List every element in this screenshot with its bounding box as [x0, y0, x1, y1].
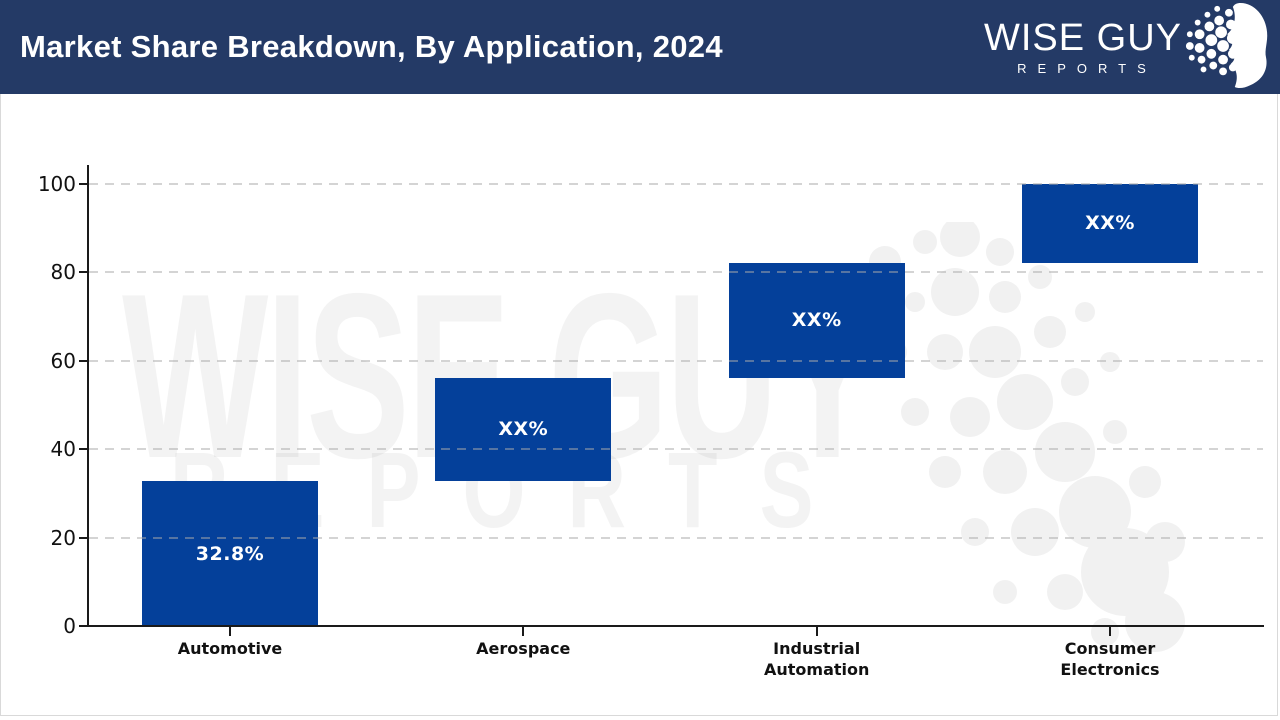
y-axis-tick [79, 448, 87, 451]
category-label: Industrial Automation [763, 639, 870, 679]
y-axis-tick-label: 20 [50, 525, 76, 550]
y-axis-tick [79, 536, 87, 539]
gridline [89, 536, 1263, 539]
header-bar: Market Share Breakdown, By Application, … [0, 0, 1280, 94]
bar-segment [1022, 184, 1198, 263]
bar-value-label: 32.8% [195, 542, 265, 565]
y-axis-tick [79, 271, 87, 274]
chart-title: Market Share Breakdown, By Application, … [20, 29, 723, 64]
logo-name-bottom: REPORTS [1017, 60, 1157, 76]
x-axis-line [87, 625, 1264, 627]
y-axis-tick-label: 40 [50, 437, 76, 462]
category-label: Aerospace [476, 639, 571, 658]
bar-segment [142, 481, 318, 626]
gridline [89, 271, 1263, 274]
category-label: Consumer Electronics [1060, 639, 1160, 679]
x-axis-tick [1109, 627, 1111, 636]
y-axis-tick-label: 0 [63, 614, 76, 638]
bar-segment [728, 262, 905, 378]
y-axis-tick [79, 359, 87, 362]
bar-segment [435, 377, 612, 482]
y-axis-line [87, 165, 89, 627]
x-axis-tick [522, 627, 525, 636]
bar-value-label: XX% [1085, 212, 1135, 235]
gridline [89, 448, 1263, 451]
bar-value-label: XX% [498, 418, 549, 441]
y-axis-tick [79, 183, 87, 185]
y-axis-tick-label: 100 [37, 172, 76, 196]
watermark-head-icon [855, 217, 1185, 666]
x-axis-tick [815, 627, 818, 636]
gridline [89, 359, 1263, 362]
y-axis-tick-label: 60 [50, 348, 76, 373]
wise-guy-logo: WISE GUY REPORTS [984, 1, 1270, 93]
bar-value-label: XX% [791, 309, 842, 332]
category-label: Automotive [177, 639, 283, 658]
gridline [89, 183, 1263, 185]
logo-name-top: WISE GUY [983, 16, 1182, 59]
y-axis-tick-label: 80 [50, 260, 76, 285]
x-axis-tick [229, 627, 231, 636]
logo-head-icon [1182, 1, 1270, 93]
y-axis-tick [79, 625, 87, 627]
logo-text: WISE GUY REPORTS [984, 19, 1182, 76]
content-frame-border [0, 94, 1278, 716]
